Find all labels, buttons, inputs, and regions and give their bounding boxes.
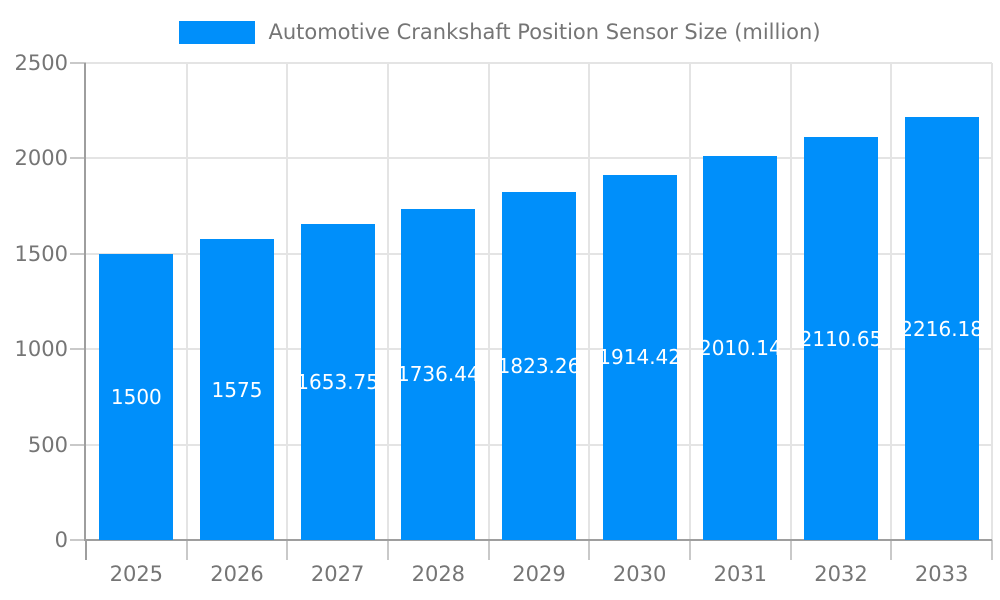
y-axis-tick bbox=[70, 62, 86, 64]
x-axis-tick bbox=[387, 540, 389, 560]
bar-value-label: 1736.44 bbox=[396, 362, 480, 387]
x-gridline bbox=[286, 63, 289, 540]
y-axis-label: 500 bbox=[27, 432, 68, 457]
x-gridline bbox=[689, 63, 691, 540]
y-axis-label: 2000 bbox=[14, 146, 68, 171]
y-gridline bbox=[86, 157, 992, 160]
x-axis-label: 2027 bbox=[310, 562, 365, 586]
y-axis-label: 1500 bbox=[14, 241, 68, 266]
bar[interactable] bbox=[200, 239, 274, 540]
x-axis-tick bbox=[689, 540, 691, 560]
x-axis-label: 2032 bbox=[814, 562, 868, 586]
x-axis-label: 2025 bbox=[109, 562, 164, 586]
x-gridline bbox=[487, 63, 490, 540]
x-axis-tick bbox=[286, 540, 289, 560]
bar[interactable] bbox=[804, 137, 878, 540]
bar-value-label: 1914.42 bbox=[598, 345, 682, 370]
x-axis-tick bbox=[487, 540, 490, 560]
y-axis-label: 0 bbox=[54, 528, 68, 552]
x-axis-tick bbox=[85, 540, 87, 560]
y-axis-tick bbox=[70, 348, 86, 351]
y-axis-tick bbox=[70, 539, 86, 541]
x-axis-tick bbox=[588, 540, 591, 560]
bar-value-label: 2010.14 bbox=[698, 336, 782, 361]
legend-swatch-icon bbox=[179, 20, 256, 44]
bar-value-label: 2216.18 bbox=[900, 316, 984, 341]
y-axis-tick bbox=[70, 252, 86, 255]
x-axis-tick bbox=[789, 540, 792, 560]
bar-value-label: 1500 bbox=[110, 384, 162, 409]
bar-value-label: 2110.65 bbox=[799, 326, 883, 351]
x-gridline bbox=[789, 63, 792, 540]
x-axis-tick bbox=[890, 540, 893, 560]
chart-legend[interactable]: Automotive Crankshaft Position Sensor Si… bbox=[0, 20, 1000, 44]
bar[interactable] bbox=[300, 224, 375, 540]
bar[interactable] bbox=[99, 253, 174, 540]
x-axis-tick bbox=[991, 540, 993, 560]
bar[interactable] bbox=[602, 174, 677, 540]
x-gridline bbox=[991, 63, 993, 540]
bar[interactable] bbox=[703, 156, 778, 540]
y-axis-line bbox=[84, 63, 86, 540]
x-gridline bbox=[387, 63, 389, 540]
x-axis-label: 2033 bbox=[914, 562, 969, 586]
x-axis-label: 2026 bbox=[210, 562, 264, 586]
bar[interactable] bbox=[502, 192, 576, 540]
x-axis-label: 2030 bbox=[612, 562, 667, 586]
x-axis-label: 2031 bbox=[713, 562, 768, 586]
bar[interactable] bbox=[401, 208, 476, 540]
y-axis-label: 2500 bbox=[14, 51, 68, 75]
legend-series-label: Automotive Crankshaft Position Sensor Si… bbox=[268, 20, 821, 44]
x-gridline bbox=[890, 63, 893, 540]
x-axis-label: 2029 bbox=[512, 562, 566, 586]
x-gridline bbox=[588, 63, 591, 540]
y-axis-tick bbox=[70, 443, 86, 446]
bar[interactable] bbox=[904, 117, 979, 540]
y-axis-tick bbox=[70, 157, 86, 160]
x-axis-tick bbox=[185, 540, 188, 560]
bar-value-label: 1823.26 bbox=[497, 354, 581, 379]
bar-value-label: 1575 bbox=[211, 377, 263, 402]
y-axis-label: 1000 bbox=[14, 337, 68, 362]
x-gridline bbox=[185, 63, 188, 540]
bar-value-label: 1653.75 bbox=[296, 370, 380, 395]
y-gridline bbox=[86, 62, 992, 64]
x-axis-label: 2028 bbox=[411, 562, 466, 586]
x-axis-line bbox=[84, 539, 992, 541]
